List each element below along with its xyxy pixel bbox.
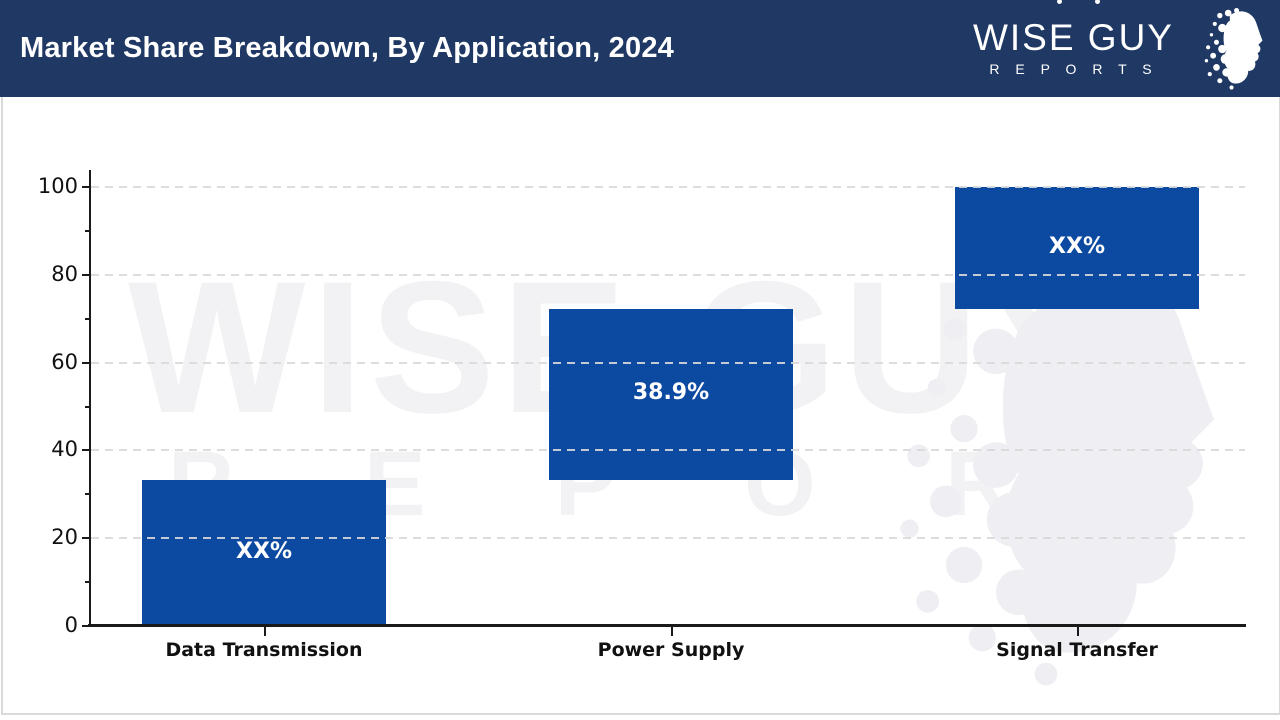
bar-value-label: XX% — [1049, 234, 1105, 260]
y-axis-tick — [82, 625, 90, 627]
y-axis-tick — [82, 361, 90, 364]
brand-logo-text: WISE GUY R E P O R T S — [972, 16, 1174, 79]
face-dots-icon — [1204, 7, 1263, 90]
page-title: Market Share Breakdown, By Application, … — [20, 32, 674, 64]
y-gridline — [91, 537, 1245, 540]
y-gridline — [91, 186, 1245, 188]
y-tick-label: 20 — [51, 525, 78, 550]
x-category-label: Data Transmission — [165, 639, 363, 661]
y-tick-label: 100 — [37, 174, 78, 198]
x-category-label: Signal Transfer — [996, 639, 1158, 661]
x-axis-tick — [1077, 627, 1079, 636]
y-gridline — [91, 273, 1245, 276]
y-axis-minor-tick — [85, 493, 90, 496]
y-axis-minor-tick — [85, 405, 90, 408]
x-category-label: Power Supply — [597, 639, 745, 661]
y-axis-minor-tick — [85, 581, 90, 584]
x-axis-tick — [264, 627, 266, 636]
x-axis-tick — [671, 627, 673, 636]
y-tick-label: 0 — [64, 613, 78, 637]
y-axis-tick — [82, 186, 90, 188]
y-tick-label: 40 — [51, 437, 78, 462]
bar-signal-transfer — [955, 187, 1199, 310]
umlaut-dot-icon — [1056, 0, 1062, 4]
y-gridline — [91, 449, 1245, 452]
bar-value-label: 38.9% — [632, 380, 710, 406]
y-axis-tick — [82, 449, 90, 452]
watermark-face-dots-icon — [900, 242, 1215, 686]
y-gridline — [91, 361, 1245, 364]
header-bar: Market Share Breakdown, By Application, … — [0, 0, 1280, 97]
y-axis-tick — [82, 273, 90, 276]
bar-value-label: XX% — [236, 538, 292, 564]
bar-data-transmission — [142, 479, 386, 626]
y-tick-label: 80 — [51, 261, 78, 286]
brand-logo: WISE GUY R E P O R T S — [973, 0, 1270, 97]
y-axis-spine — [89, 170, 91, 627]
y-axis-tick — [82, 537, 90, 540]
y-tick-label: 60 — [51, 349, 78, 374]
brand-name: WISE GUY — [972, 16, 1174, 58]
y-axis-minor-tick — [85, 229, 90, 232]
umlaut-dot-icon — [1094, 0, 1100, 4]
y-axis-minor-tick — [85, 317, 90, 320]
brand-subtitle: R E P O R T S — [989, 60, 1158, 77]
x-axis-spine — [88, 624, 1246, 627]
